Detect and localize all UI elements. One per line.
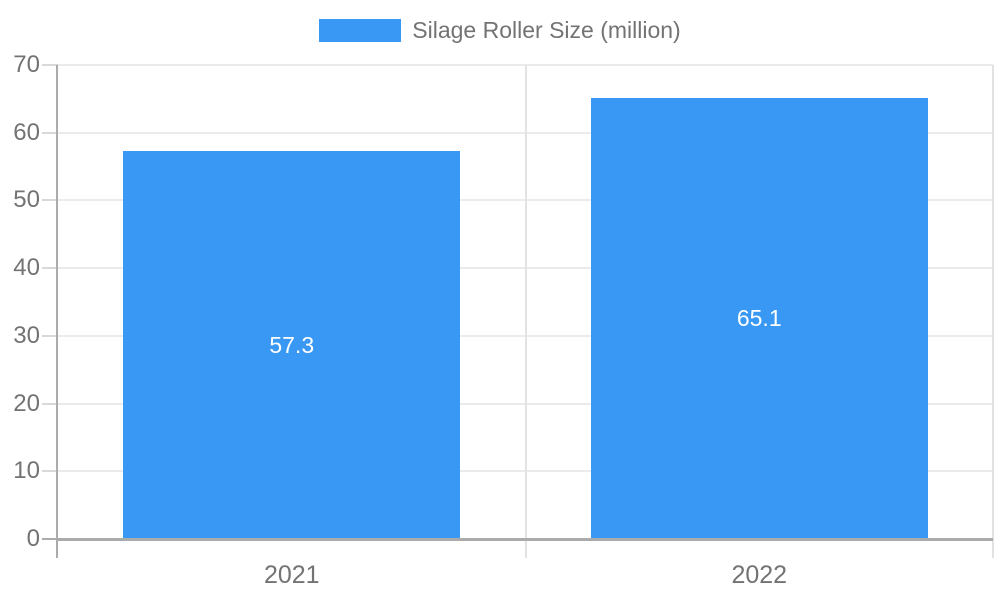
y-tick-label: 40 — [13, 254, 40, 282]
y-axis-tick — [42, 131, 58, 134]
y-axis-tick — [42, 334, 58, 337]
y-tick-label: 60 — [13, 118, 40, 146]
chart-legend: Silage Roller Size (million) — [0, 17, 1000, 44]
y-axis-tick — [42, 470, 58, 473]
x-axis-baseline — [58, 538, 993, 541]
x-tick-label: 2021 — [263, 561, 320, 589]
bar-value-label: 57.3 — [269, 331, 315, 358]
plot-right-border — [992, 65, 994, 558]
category-separator — [524, 65, 527, 558]
y-tick-label: 10 — [13, 457, 40, 485]
y-tick-label: 20 — [13, 389, 40, 417]
bar[interactable]: 57.3 — [123, 151, 461, 539]
y-tick-label: 50 — [13, 186, 40, 214]
y-tick-label: 70 — [13, 51, 40, 78]
legend-label: Silage Roller Size (million) — [412, 17, 681, 43]
y-axis-tick — [42, 538, 58, 540]
y-axis-line — [56, 65, 58, 558]
x-tick-label: 2022 — [731, 561, 788, 589]
legend-swatch — [319, 19, 402, 42]
y-axis-tick — [42, 64, 58, 66]
y-axis-tick — [42, 199, 58, 202]
y-tick-label: 0 — [26, 525, 40, 552]
bar[interactable]: 65.1 — [590, 98, 928, 539]
bar-value-label: 65.1 — [736, 305, 782, 332]
y-axis-tick — [42, 267, 58, 270]
plot-area: 57.3 65.1 — [58, 64, 994, 558]
y-axis-tick — [42, 402, 58, 405]
y-tick-label: 30 — [13, 321, 40, 349]
